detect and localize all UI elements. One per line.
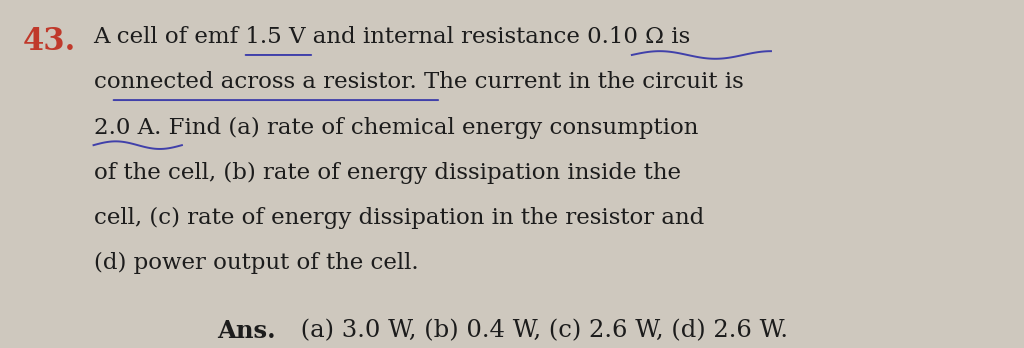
Text: of the cell, (b) rate of energy dissipation inside the: of the cell, (b) rate of energy dissipat… — [93, 162, 681, 184]
Text: connected across a resistor. The current in the circuit is: connected across a resistor. The current… — [93, 71, 743, 94]
Text: (d) power output of the cell.: (d) power output of the cell. — [93, 252, 418, 274]
Text: (a) 3.0 W, (b) 0.4 W, (c) 2.6 W, (d) 2.6 W.: (a) 3.0 W, (b) 0.4 W, (c) 2.6 W, (d) 2.6… — [293, 319, 787, 342]
Text: A cell of emf 1.5 V and internal resistance 0.10 Ω is: A cell of emf 1.5 V and internal resista… — [93, 26, 691, 48]
Text: Ans.: Ans. — [217, 319, 276, 343]
Text: cell, (c) rate of energy dissipation in the resistor and: cell, (c) rate of energy dissipation in … — [93, 207, 703, 229]
Text: 2.0 A. Find (a) rate of chemical energy consumption: 2.0 A. Find (a) rate of chemical energy … — [93, 117, 698, 139]
Text: 43.: 43. — [23, 26, 76, 57]
